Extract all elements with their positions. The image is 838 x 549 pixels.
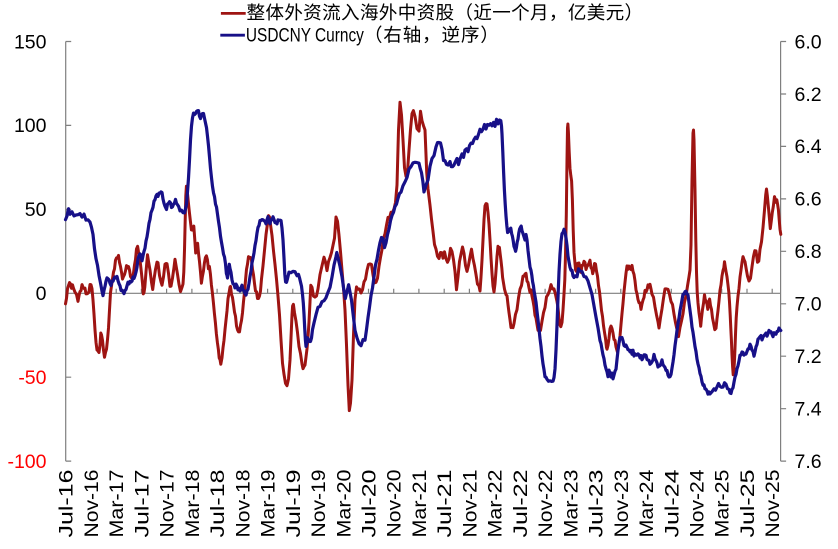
- svg-text:Nov-16: Nov-16: [81, 470, 103, 538]
- svg-text:-100: -100: [7, 451, 46, 473]
- svg-text:Mar-23: Mar-23: [560, 470, 582, 538]
- svg-text:7.6: 7.6: [795, 451, 822, 473]
- svg-text:Nov-19: Nov-19: [308, 470, 330, 538]
- svg-text:6.8: 6.8: [795, 241, 822, 263]
- svg-text:Jul-17: Jul-17: [131, 470, 153, 538]
- svg-text:6.6: 6.6: [795, 189, 822, 211]
- svg-text:Mar-21: Mar-21: [409, 470, 431, 538]
- svg-text:6.0: 6.0: [795, 31, 822, 53]
- svg-text:100: 100: [14, 115, 47, 137]
- svg-text:7.4: 7.4: [795, 399, 822, 421]
- svg-text:Jul-24: Jul-24: [661, 469, 683, 537]
- svg-text:USDCNY Curncy: USDCNY Curncy: [246, 24, 364, 46]
- svg-text:Nov-23: Nov-23: [611, 470, 633, 538]
- svg-text:Mar-25: Mar-25: [712, 469, 734, 537]
- svg-text:Jul-20: Jul-20: [359, 469, 381, 537]
- svg-text:Mar-18: Mar-18: [182, 470, 204, 538]
- svg-text:Jul-22: Jul-22: [510, 470, 532, 538]
- svg-text:Mar-24: Mar-24: [636, 469, 658, 537]
- svg-text:Nov-25: Nov-25: [762, 469, 784, 537]
- svg-text:150: 150: [14, 31, 47, 53]
- svg-text:Nov-21: Nov-21: [459, 470, 481, 538]
- svg-text:Nov-24: Nov-24: [687, 469, 709, 537]
- svg-text:Jul-23: Jul-23: [586, 470, 608, 538]
- svg-text:Jul-16: Jul-16: [56, 470, 78, 538]
- svg-text:50: 50: [25, 199, 47, 221]
- svg-text:Mar-20: Mar-20: [333, 469, 355, 537]
- svg-text:Nov-17: Nov-17: [157, 470, 179, 538]
- svg-text:0: 0: [36, 283, 47, 305]
- svg-text:Mar-17: Mar-17: [106, 470, 128, 538]
- svg-text:Nov-20: Nov-20: [384, 469, 406, 537]
- svg-text:Jul-25: Jul-25: [737, 469, 759, 537]
- svg-text:6.2: 6.2: [795, 84, 822, 106]
- svg-text:Nov-18: Nov-18: [232, 470, 254, 538]
- svg-text:7.0: 7.0: [795, 294, 822, 316]
- svg-text:Jul-21: Jul-21: [434, 470, 456, 538]
- svg-text:Mar-22: Mar-22: [485, 470, 507, 538]
- svg-text:Nov-22: Nov-22: [535, 470, 557, 538]
- svg-text:-50: -50: [18, 367, 46, 389]
- svg-text:Jul-18: Jul-18: [207, 470, 229, 538]
- svg-text:Jul-19: Jul-19: [283, 470, 305, 538]
- svg-text:6.4: 6.4: [795, 136, 822, 158]
- svg-text:7.2: 7.2: [795, 346, 822, 368]
- svg-text:Mar-19: Mar-19: [258, 470, 280, 538]
